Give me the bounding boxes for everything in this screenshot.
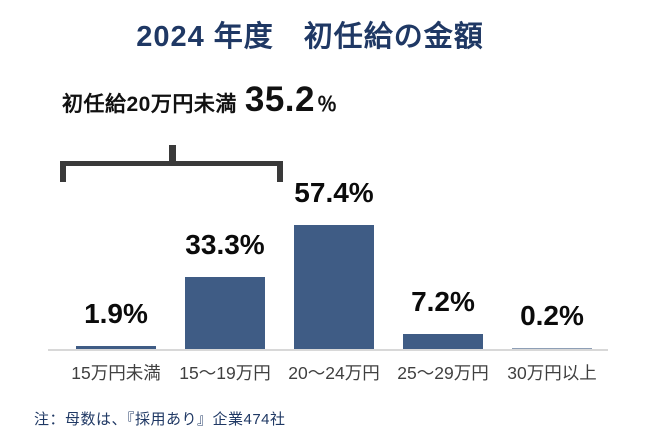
bar-value-label: 1.9% <box>84 298 148 329</box>
bracket-horizontal-line <box>60 161 283 166</box>
x-axis-label: 20〜24万円 <box>288 363 380 383</box>
bar <box>76 346 156 350</box>
bar-value-label: 7.2% <box>411 286 475 317</box>
annotation-group-total: 初任給20万円未満 35.2 ％ <box>62 80 337 120</box>
bar <box>294 225 374 350</box>
bar <box>185 277 265 350</box>
bar <box>403 334 483 350</box>
bar-value-label: 0.2% <box>520 300 584 331</box>
annotation-label: 初任給20万円未満 <box>62 93 237 116</box>
footnote: 注：母数は、『採用あり』企業474社 <box>34 411 286 428</box>
x-axis-label: 25〜29万円 <box>397 363 489 383</box>
x-axis-label: 30万円以上 <box>507 363 597 383</box>
bracket-right-tick <box>277 161 283 182</box>
x-axis-label: 15万円未満 <box>71 363 161 383</box>
annotation-unit: ％ <box>316 94 337 116</box>
bar-value-label: 57.4% <box>294 177 374 208</box>
bracket-left-tick <box>60 161 66 182</box>
bracket-center-stub <box>169 145 176 162</box>
annotation-value: 35.2 <box>244 80 315 119</box>
x-axis-baseline <box>48 349 608 351</box>
x-axis-label: 15〜19万円 <box>179 363 271 383</box>
bar-value-label: 33.3% <box>185 229 265 260</box>
chart-title: 2024 年度 初任給の金額 <box>136 21 484 53</box>
